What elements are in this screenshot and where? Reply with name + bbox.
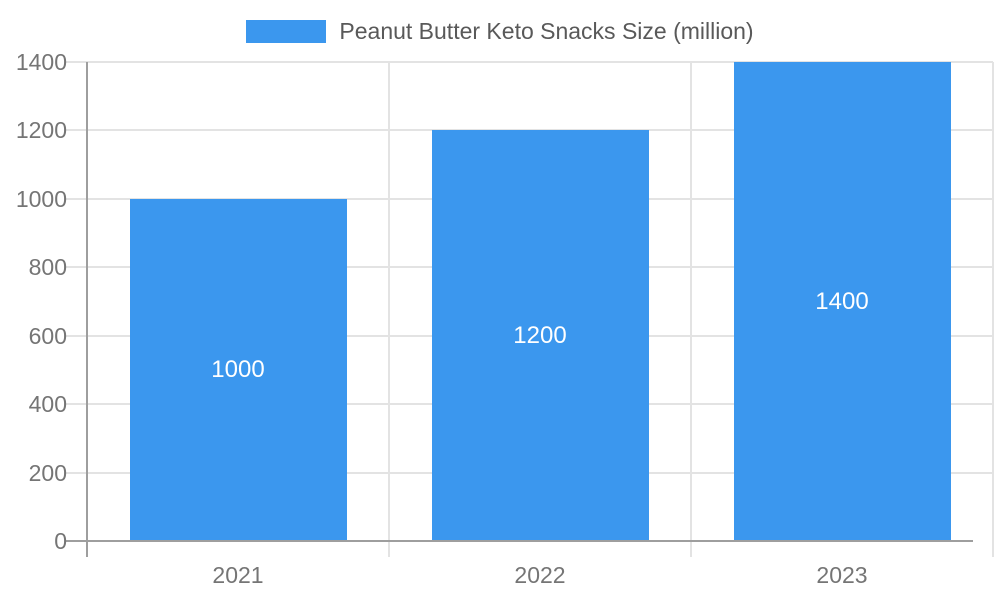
y-axis-tick-label: 1000 [15, 185, 67, 212]
gridline-vertical [690, 62, 692, 557]
y-axis-tick-label: 1200 [15, 117, 67, 144]
gridline-vertical [388, 62, 390, 557]
legend-swatch [246, 20, 327, 43]
x-axis-tick-label: 2021 [212, 562, 264, 588]
y-axis-line [86, 62, 88, 557]
x-axis-tick-label: 2022 [514, 562, 566, 588]
chart-legend: Peanut Butter Keto Snacks Size (million) [0, 18, 1000, 45]
bar-value-label: 1400 [815, 287, 869, 315]
y-axis-tick-label: 400 [28, 391, 67, 418]
legend-label: Peanut Butter Keto Snacks Size (million) [339, 18, 754, 44]
bar[interactable] [129, 198, 347, 541]
y-axis-tick-label: 600 [28, 322, 67, 349]
bar-value-label: 1000 [211, 355, 265, 383]
x-axis-baseline [66, 540, 973, 542]
y-axis-tick-label: 0 [54, 528, 67, 554]
gridline-horizontal [66, 61, 993, 63]
gridline-vertical [992, 62, 994, 557]
y-axis-tick-label: 200 [28, 459, 67, 486]
bar[interactable] [733, 62, 951, 541]
y-axis-tick-label: 1400 [15, 49, 67, 75]
x-axis-tick-label: 2023 [816, 562, 868, 588]
bar-value-label: 1200 [513, 321, 567, 349]
y-axis-tick-label: 800 [28, 254, 67, 281]
bar[interactable] [431, 130, 649, 541]
